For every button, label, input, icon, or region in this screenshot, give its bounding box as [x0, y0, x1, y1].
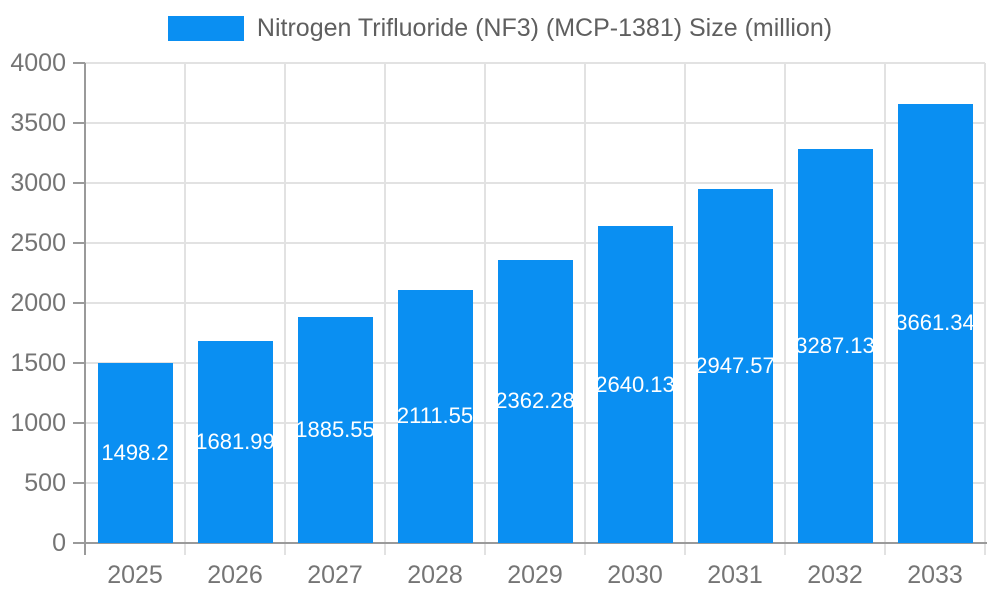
- x-gridline: [684, 63, 686, 555]
- y-axis-tick: [73, 62, 85, 64]
- y-axis-tick-label: 3500: [10, 109, 66, 137]
- x-gridline: [284, 63, 286, 555]
- y-axis-tick-label: 3000: [10, 169, 66, 197]
- bar-value-label: 1885.55: [297, 416, 373, 442]
- y-axis-tick-label: 2000: [10, 289, 66, 317]
- x-axis-tick-label: 2033: [907, 561, 963, 589]
- bar-value-label: 3287.13: [797, 332, 873, 358]
- bar[interactable]: 2947.57: [697, 189, 773, 543]
- bar[interactable]: 1681.99: [197, 341, 273, 543]
- bar[interactable]: 1498.2: [97, 363, 173, 543]
- bar[interactable]: 3287.13: [797, 148, 873, 543]
- y-axis-tick-label: 0: [52, 529, 66, 557]
- x-gridline: [884, 63, 886, 555]
- y-axis-tick-label: 500: [24, 469, 66, 497]
- bar-value-label: 2362.28: [497, 388, 573, 414]
- x-axis-tick-label: 2026: [207, 561, 263, 589]
- legend: Nitrogen Trifluoride (NF3) (MCP-1381) Si…: [0, 14, 1000, 43]
- x-axis-tick-label: 2030: [607, 561, 663, 589]
- bar-value-label: 3661.34: [897, 310, 973, 336]
- y-gridline: [85, 182, 985, 184]
- x-gridline: [784, 63, 786, 555]
- x-gridline: [384, 63, 386, 555]
- y-gridline: [85, 62, 985, 64]
- y-gridline: [85, 242, 985, 244]
- bar-value-label: 1498.2: [101, 440, 169, 466]
- x-axis-tick-label: 2032: [807, 561, 863, 589]
- bar[interactable]: 2111.55: [397, 289, 473, 543]
- bar-value-label: 2947.57: [697, 353, 773, 379]
- bar-value-label: 2640.13: [597, 371, 673, 397]
- y-axis-line: [84, 63, 86, 555]
- y-axis-tick: [73, 122, 85, 124]
- x-axis-tick-label: 2031: [707, 561, 763, 589]
- y-axis-tick: [73, 182, 85, 184]
- legend-item[interactable]: Nitrogen Trifluoride (NF3) (MCP-1381) Si…: [167, 14, 833, 43]
- x-axis-tick-label: 2027: [307, 561, 363, 589]
- x-gridline: [984, 63, 986, 555]
- legend-label: Nitrogen Trifluoride (NF3) (MCP-1381) Si…: [256, 14, 833, 42]
- x-axis-tick-label: 2025: [107, 561, 163, 589]
- y-axis-tick: [73, 302, 85, 304]
- y-axis-tick-label: 1000: [10, 409, 66, 437]
- y-axis-tick: [73, 362, 85, 364]
- x-axis-tick-label: 2028: [407, 561, 463, 589]
- x-axis-tick-label: 2029: [507, 561, 563, 589]
- x-gridline: [584, 63, 586, 555]
- bar[interactable]: 3661.34: [897, 103, 973, 543]
- y-axis-tick: [73, 242, 85, 244]
- y-axis-tick: [73, 482, 85, 484]
- x-gridline: [484, 63, 486, 555]
- bar[interactable]: 2640.13: [597, 226, 673, 543]
- bar[interactable]: 2362.28: [497, 259, 573, 543]
- y-axis-tick-label: 2500: [10, 229, 66, 257]
- y-axis-tick-label: 1500: [10, 349, 66, 377]
- y-gridline: [85, 122, 985, 124]
- bar-value-label: 1681.99: [197, 429, 273, 455]
- x-gridline: [184, 63, 186, 555]
- bar-value-label: 2111.55: [397, 403, 473, 429]
- y-axis-tick: [73, 422, 85, 424]
- y-axis-tick-label: 4000: [10, 49, 66, 77]
- legend-swatch-icon: [167, 16, 244, 41]
- bar[interactable]: 1885.55: [297, 316, 373, 543]
- x-axis-line: [73, 542, 987, 544]
